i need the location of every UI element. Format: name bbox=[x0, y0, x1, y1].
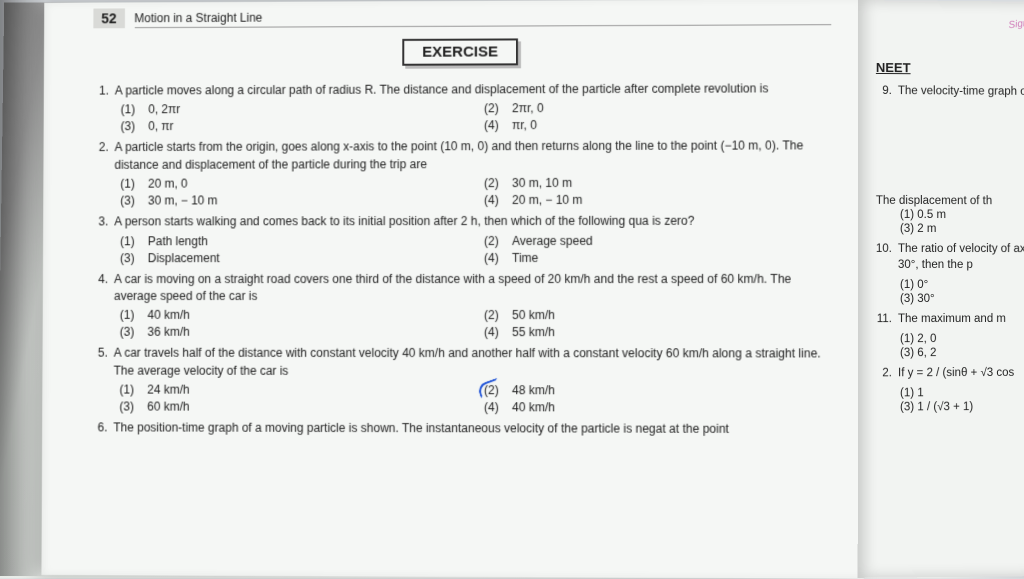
question-text: A car travels half of the distance with … bbox=[114, 345, 833, 381]
option: (1)24 km/h bbox=[119, 383, 464, 398]
chapter-header: 52 Motion in a Straight Line bbox=[93, 5, 831, 28]
question-text: A particle moves along a circular path o… bbox=[115, 80, 832, 100]
question-text: A car is moving on a straight road cover… bbox=[114, 270, 832, 305]
side-displacement-options: (1) 0.5 m (3) 2 m bbox=[900, 209, 1024, 235]
chapter-title: Motion in a Straight Line bbox=[134, 8, 831, 28]
question-5-options: (1)24 km/h (2)48 km/h (3)60 km/h (4)40 k… bbox=[119, 383, 832, 415]
question-4-options: (1)40 km/h (2)50 km/h (3)36 km/h (4)55 k… bbox=[120, 308, 833, 339]
option: (3)0, πr bbox=[121, 119, 465, 134]
question-number: 3. bbox=[92, 214, 114, 231]
question-5: 5. A car travels half of the distance wi… bbox=[92, 345, 833, 381]
option: (4)Time bbox=[484, 250, 832, 264]
side-q11-options: (1) 2, 0 (3) 6, 2 bbox=[900, 333, 1024, 359]
question-2-options: (1)20 m, 0 (2)30 m, 10 m (3)30 m, − 10 m… bbox=[120, 176, 832, 208]
question-text: The position-time graph of a moving part… bbox=[113, 420, 832, 439]
side-question-9: 9. The velocity-time graph of bbox=[876, 83, 1024, 100]
question-number: 1. bbox=[93, 83, 115, 100]
option: (3)30 m, − 10 m bbox=[120, 193, 464, 207]
question-3: 3. A person starts walking and comes bac… bbox=[92, 213, 832, 231]
chapter-number: 52 bbox=[93, 8, 124, 28]
option: (4)55 km/h bbox=[484, 325, 832, 339]
question-1: 1. A particle moves along a circular pat… bbox=[93, 80, 831, 100]
side-question-11: 11. The maximum and m bbox=[876, 311, 1024, 327]
side-question-10: 10. The ratio of velocity of axis at 30°… bbox=[876, 241, 1024, 273]
side-displacement-label: The displacement of th bbox=[876, 195, 1024, 207]
question-2: 2. A particle starts from the origin, go… bbox=[93, 138, 832, 174]
question-3-options: (1)Path length (2)Average speed (3)Displ… bbox=[120, 233, 832, 264]
option: (1)Path length bbox=[120, 234, 464, 248]
option: (2)Average speed bbox=[484, 233, 832, 247]
question-6: 6. The position-time graph of a moving p… bbox=[92, 420, 833, 439]
option: (2)2πr, 0 bbox=[484, 101, 832, 116]
option: (4)πr, 0 bbox=[484, 118, 832, 133]
question-1-options: (1)0, 2πr (2)2πr, 0 (3)0, πr (4)πr, 0 bbox=[121, 101, 832, 134]
side-q10-options: (1) 0° (3) 30° bbox=[900, 279, 1024, 305]
question-text: A person starts walking and comes back t… bbox=[114, 213, 832, 231]
question-number: 5. bbox=[92, 345, 114, 380]
option: (1)20 m, 0 bbox=[120, 176, 464, 191]
option: (4)40 km/h bbox=[484, 400, 833, 415]
option: (1)0, 2πr bbox=[121, 102, 464, 117]
question-text: A particle starts from the origin, goes … bbox=[114, 138, 831, 174]
left-page: 52 Motion in a Straight Line EXERCISE 1.… bbox=[41, 0, 863, 579]
question-number: 6. bbox=[92, 420, 114, 437]
option: (2)50 km/h bbox=[484, 308, 832, 322]
right-page: Signature NEET 9. The velocity-time grap… bbox=[858, 0, 1024, 578]
neet-heading: NEET bbox=[876, 60, 1024, 76]
question-number: 4. bbox=[92, 271, 114, 306]
option: (2)48 km/h bbox=[484, 383, 833, 398]
option: (3)36 km/h bbox=[120, 325, 464, 339]
option: (3)60 km/h bbox=[119, 400, 464, 415]
option: (1)40 km/h bbox=[120, 308, 464, 322]
side-q12-options: (1) 1 (3) 1 / (√3 + 1) bbox=[900, 387, 1024, 414]
question-4: 4. A car is moving on a straight road co… bbox=[92, 270, 832, 305]
side-question-12: 2. If y = 2 / (sinθ + √3 cos bbox=[876, 365, 1024, 382]
option: (3)Displacement bbox=[120, 251, 464, 265]
question-number: 2. bbox=[93, 139, 115, 174]
exercise-heading: EXERCISE bbox=[402, 38, 518, 65]
option: (4)20 m, − 10 m bbox=[484, 193, 832, 208]
option: (2)30 m, 10 m bbox=[484, 176, 832, 191]
